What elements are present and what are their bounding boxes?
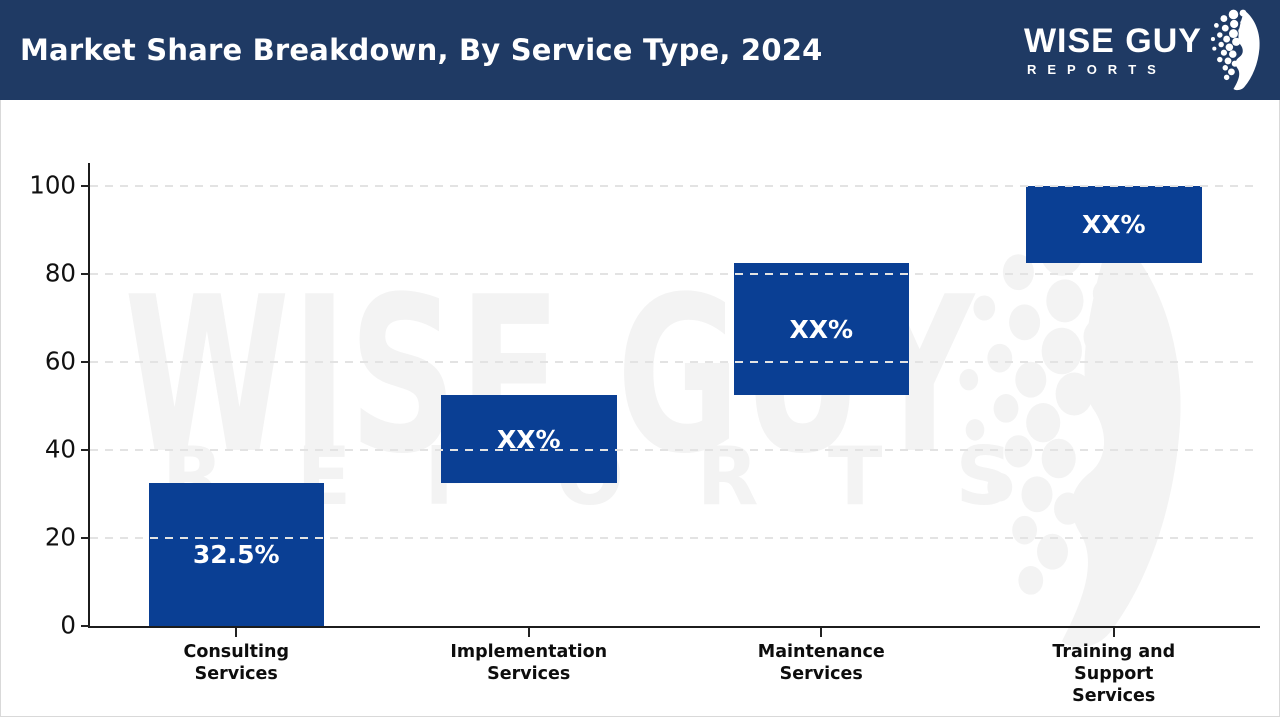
y-tick-label-100: 100: [29, 170, 76, 200]
logo-wordmark: WISE GUY: [1023, 22, 1202, 60]
waterfall-bar-1: XX%: [441, 395, 617, 484]
y-tick-label-20: 20: [44, 522, 76, 552]
header-bar: Market Share Breakdown, By Service Type,…: [0, 0, 1280, 100]
waterfall-bar-3: XX%: [1026, 186, 1202, 264]
gridline-80: [90, 273, 1260, 276]
y-tick-mark-40: [81, 449, 90, 452]
y-tick-label-80: 80: [44, 258, 76, 288]
waterfall-bar-2: XX%: [733, 263, 909, 396]
y-tick-mark-0: [81, 625, 90, 627]
logo-text: WISE GUY REPORTS: [1024, 24, 1202, 76]
gridline-100: [90, 185, 1260, 188]
x-category-label-3: Training and Support Services: [1052, 642, 1176, 706]
y-tick-mark-100: [81, 185, 90, 188]
logo-subtitle: REPORTS: [1026, 62, 1167, 77]
y-tick-label-0: 0: [60, 610, 76, 640]
y-tick-mark-60: [81, 361, 90, 364]
bar-value-label-0: 32.5%: [192, 540, 280, 570]
frame-bottom-border: [0, 716, 1280, 717]
waterfall-chart-plot-area: 0 20 40 60 80 100 32.5% XX% XX% XX% Consulting Ser…: [29, 163, 1260, 706]
y-tick-mark-20: [81, 537, 90, 540]
gridline-20: [90, 537, 1260, 540]
y-tick-label-40: 40: [44, 434, 76, 464]
x-tick-mark-3: [1112, 628, 1115, 637]
page-title: Market Share Breakdown, By Service Type,…: [20, 33, 823, 67]
wiseguy-head-logo-icon: [1210, 9, 1260, 91]
x-tick-mark-1: [527, 628, 530, 637]
gridline-40: [90, 449, 1260, 452]
x-tick-mark-2: [820, 628, 823, 637]
x-tick-mark-0: [235, 628, 238, 637]
bar-value-label-2: XX%: [789, 314, 854, 344]
x-category-label-1: Implementation Services: [450, 642, 608, 684]
bar-value-label-1: XX%: [496, 424, 561, 454]
wise-guy-reports-logo: WISE GUY REPORTS: [1024, 0, 1268, 100]
x-category-label-2: Maintenance Services: [757, 642, 885, 684]
gridline-60: [90, 361, 1260, 364]
x-category-label-0: Consulting Services: [183, 642, 290, 684]
y-tick-mark-80: [81, 273, 90, 276]
bar-value-label-3: XX%: [1081, 210, 1146, 240]
frame-left-border: [0, 100, 1, 717]
waterfall-bar-0: 32.5%: [148, 483, 324, 626]
y-tick-label-60: 60: [44, 346, 76, 376]
